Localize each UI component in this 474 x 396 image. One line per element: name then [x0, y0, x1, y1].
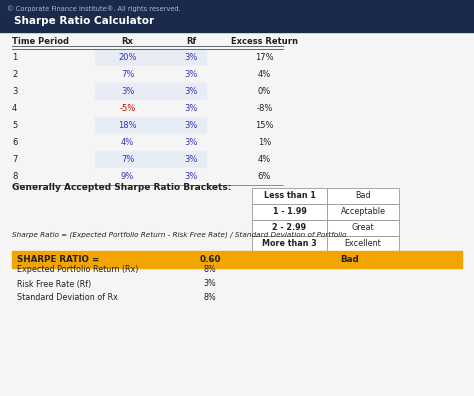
Bar	[252, 236, 327, 252]
Text: 7%: 7%	[121, 70, 134, 79]
Text: Sharpe Ratio Calculator: Sharpe Ratio Calculator	[14, 16, 154, 26]
Text: Standard Deviation of Rx: Standard Deviation of Rx	[17, 293, 118, 303]
Bar	[252, 220, 327, 236]
Text: 4%: 4%	[258, 155, 271, 164]
Text: 9%: 9%	[121, 172, 134, 181]
Text: 0%: 0%	[258, 87, 271, 96]
Text: -5%: -5%	[119, 104, 136, 113]
Text: 3%: 3%	[121, 87, 134, 96]
Text: 3%: 3%	[184, 53, 198, 62]
Text: Excellent: Excellent	[345, 240, 382, 249]
Bar	[95, 168, 206, 185]
Bar	[95, 117, 206, 134]
Bar	[327, 204, 399, 220]
Text: Generally Accepted Sharpe Ratio Brackets:: Generally Accepted Sharpe Ratio Brackets…	[12, 183, 231, 192]
Text: 0.60: 0.60	[199, 255, 221, 264]
Text: 20%: 20%	[118, 53, 137, 62]
Bar	[95, 49, 206, 66]
Text: 4%: 4%	[258, 70, 271, 79]
Text: 4: 4	[12, 104, 17, 113]
Text: 8: 8	[12, 172, 18, 181]
Bar	[95, 83, 206, 100]
Text: Great: Great	[352, 223, 374, 232]
Text: 3%: 3%	[184, 172, 198, 181]
Text: 3%: 3%	[184, 70, 198, 79]
Text: More than 3: More than 3	[262, 240, 317, 249]
Text: 3%: 3%	[204, 280, 216, 289]
Text: 3%: 3%	[184, 155, 198, 164]
Text: 8%: 8%	[204, 293, 216, 303]
Text: Acceptable: Acceptable	[340, 208, 385, 217]
Text: Time Period: Time Period	[12, 37, 69, 46]
Text: SHARPE RATIO =: SHARPE RATIO =	[17, 255, 99, 264]
Text: Bad: Bad	[341, 255, 359, 264]
Text: 18%: 18%	[118, 121, 137, 130]
Text: 4%: 4%	[121, 138, 134, 147]
Bar	[95, 134, 206, 151]
Bar	[327, 236, 399, 252]
Text: 1: 1	[12, 53, 17, 62]
Text: 2: 2	[12, 70, 17, 79]
Text: 8%: 8%	[204, 265, 216, 274]
Text: Bad: Bad	[355, 192, 371, 200]
Text: Sharpe Ratio = (Expected Portfolio Return - Risk Free Rate) / Standard Deviation: Sharpe Ratio = (Expected Portfolio Retur…	[12, 231, 346, 238]
Bar	[95, 66, 206, 83]
Text: 2 - 2.99: 2 - 2.99	[273, 223, 307, 232]
Bar	[95, 151, 206, 168]
Text: 1 - 1.99: 1 - 1.99	[273, 208, 306, 217]
Text: 6: 6	[12, 138, 18, 147]
Bar	[12, 251, 462, 268]
Text: 3%: 3%	[184, 104, 198, 113]
Text: 5: 5	[12, 121, 17, 130]
Text: 3: 3	[12, 87, 18, 96]
Text: 3%: 3%	[184, 138, 198, 147]
Text: 7%: 7%	[121, 155, 134, 164]
Bar	[327, 220, 399, 236]
Text: Excess Return: Excess Return	[231, 37, 298, 46]
Text: 3%: 3%	[184, 87, 198, 96]
Text: 3%: 3%	[184, 121, 198, 130]
Bar	[252, 204, 327, 220]
Text: 6%: 6%	[258, 172, 271, 181]
Text: 7: 7	[12, 155, 18, 164]
Bar	[327, 188, 399, 204]
Text: 15%: 15%	[255, 121, 274, 130]
Bar	[95, 100, 206, 117]
Text: © Corporate Finance Institute®. All rights reserved.: © Corporate Finance Institute®. All righ…	[7, 5, 181, 11]
Text: Rx: Rx	[121, 37, 134, 46]
Text: 17%: 17%	[255, 53, 274, 62]
Text: Less than 1: Less than 1	[264, 192, 315, 200]
Text: Risk Free Rate (Rf): Risk Free Rate (Rf)	[17, 280, 91, 289]
Text: Rf: Rf	[186, 37, 196, 46]
Bar	[0, 0, 474, 32]
Text: Expected Portfolio Return (Rx): Expected Portfolio Return (Rx)	[17, 265, 138, 274]
Text: -8%: -8%	[256, 104, 273, 113]
Bar	[252, 188, 327, 204]
Text: 1%: 1%	[258, 138, 271, 147]
